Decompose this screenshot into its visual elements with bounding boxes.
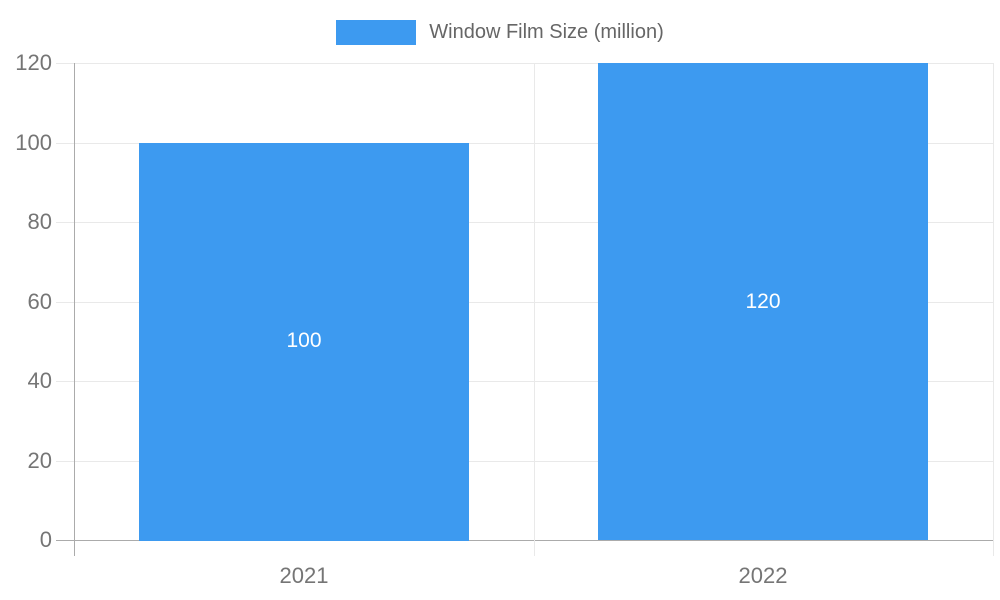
gridline bbox=[56, 143, 993, 144]
bar-2021 bbox=[139, 143, 469, 541]
legend-label: Window Film Size (million) bbox=[429, 20, 664, 43]
y-axis-line bbox=[74, 63, 75, 556]
bar-value-label: 120 bbox=[745, 290, 781, 313]
gridline bbox=[56, 302, 993, 303]
bar-value-label: 100 bbox=[286, 329, 322, 352]
gridline bbox=[56, 461, 993, 462]
legend[interactable]: Window Film Size (million) bbox=[0, 14, 1000, 50]
gridline bbox=[56, 63, 993, 64]
category-split-line bbox=[534, 63, 535, 556]
x-axis-baseline bbox=[56, 540, 993, 541]
x-axis-label: 2021 bbox=[279, 563, 329, 588]
gridline bbox=[56, 222, 993, 223]
y-axis-label: 100 bbox=[15, 130, 52, 155]
y-axis-label: 20 bbox=[27, 448, 52, 473]
gridline bbox=[56, 381, 993, 382]
y-axis-label: 0 bbox=[39, 527, 52, 552]
y-axis-label: 40 bbox=[27, 368, 52, 393]
y-axis-label: 120 bbox=[15, 50, 52, 75]
y-axis-label: 80 bbox=[27, 209, 52, 234]
legend-swatch-icon bbox=[336, 19, 417, 45]
y-axis-label: 60 bbox=[27, 289, 52, 314]
bar-2022 bbox=[598, 63, 928, 540]
x-axis-label: 2022 bbox=[738, 563, 788, 588]
category-split-line bbox=[993, 63, 994, 556]
